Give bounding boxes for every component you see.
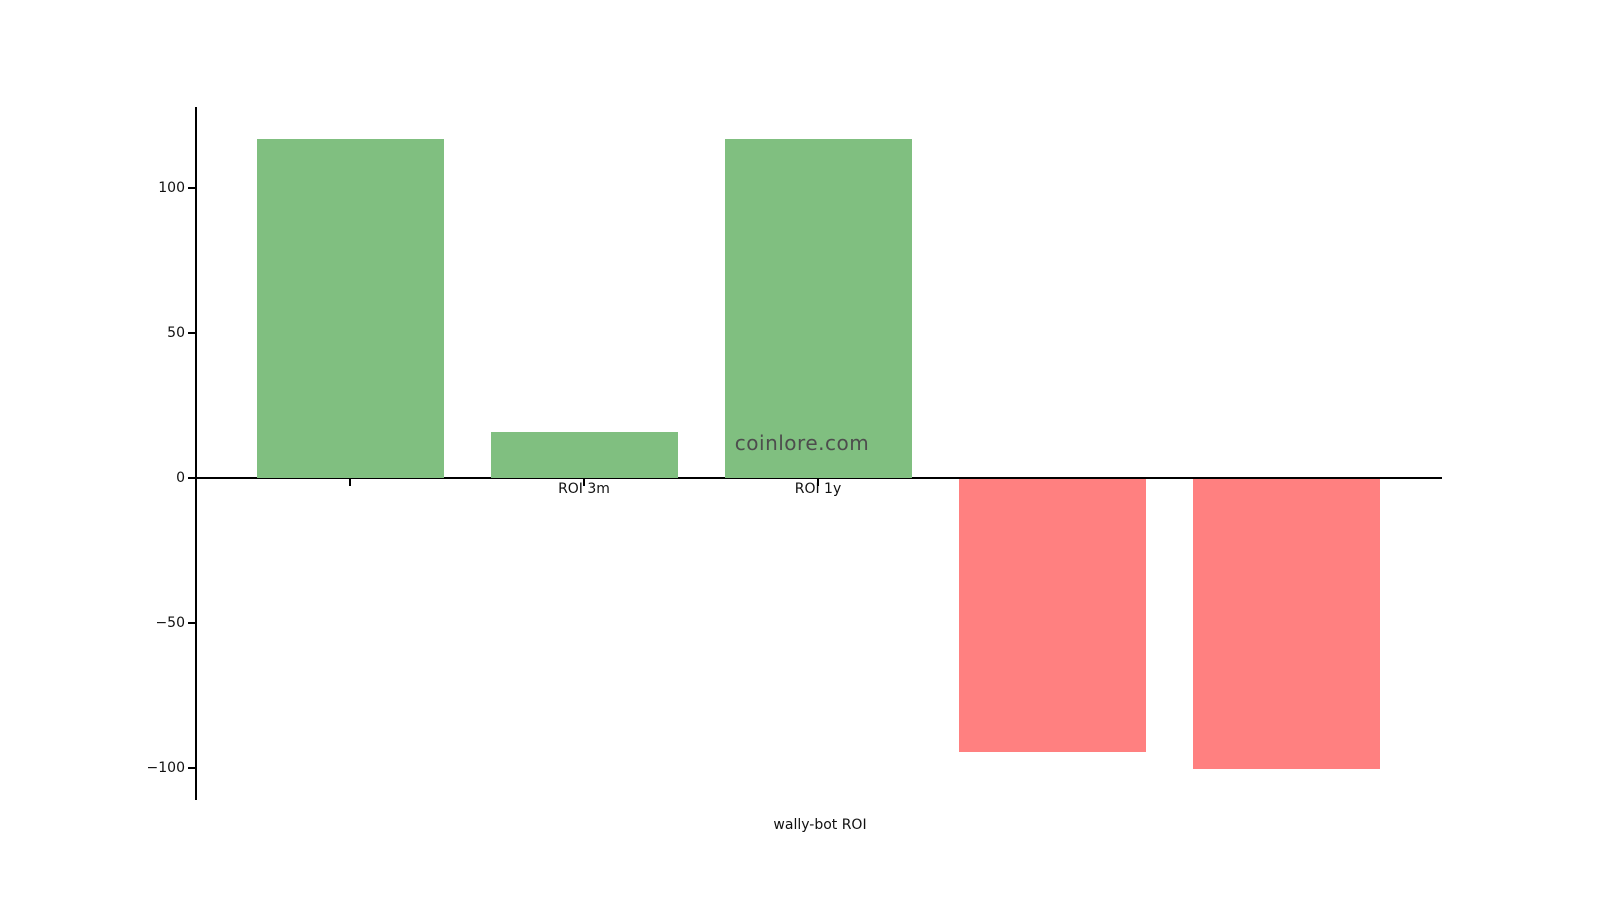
bar-3 xyxy=(958,479,1146,752)
y-tick-label: −100 xyxy=(146,760,185,777)
y-tick xyxy=(188,622,195,625)
y-tick xyxy=(188,477,195,480)
watermark-text: coinlore.com xyxy=(734,431,870,455)
y-axis-line xyxy=(195,107,197,800)
y-tick-label: 50 xyxy=(167,325,185,342)
x-tick xyxy=(583,478,585,487)
bar-1-roi-3m xyxy=(490,431,678,479)
y-tick-label: −50 xyxy=(155,615,185,632)
x-tick xyxy=(817,478,819,487)
x-tick xyxy=(349,478,351,487)
x-tick-label: ROI 1y xyxy=(794,481,842,498)
chart-title: wally-bot ROI xyxy=(773,817,867,833)
y-tick xyxy=(188,767,195,770)
y-tick xyxy=(188,332,195,335)
y-tick-label: 100 xyxy=(158,179,185,196)
bar-0 xyxy=(256,138,444,479)
bar-4 xyxy=(1192,479,1380,770)
y-tick-label: 0 xyxy=(176,470,185,487)
bar-2-roi-1y xyxy=(724,138,912,479)
x-tick-label: ROI 3m xyxy=(558,481,610,498)
y-tick xyxy=(188,186,195,189)
